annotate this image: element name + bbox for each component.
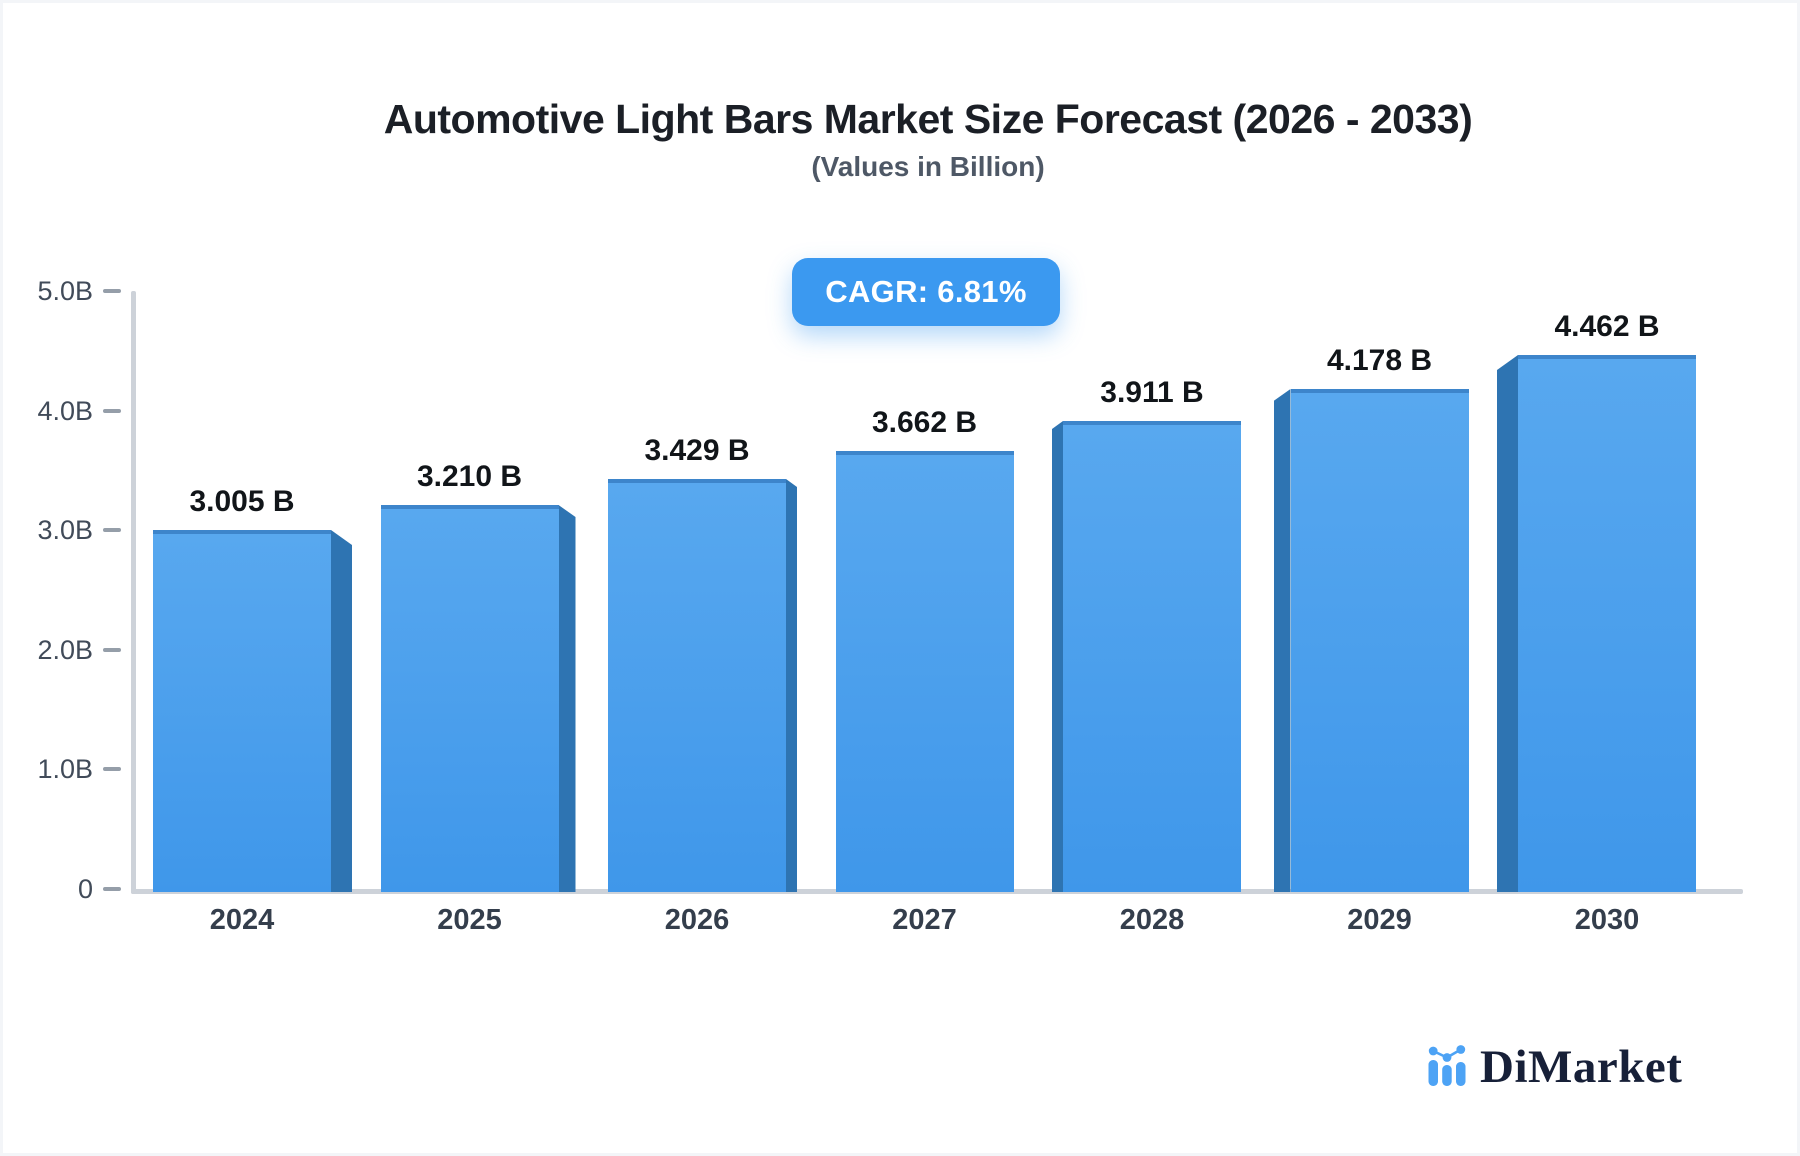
x-category-label: 2025 bbox=[437, 904, 502, 936]
x-category-label: 2029 bbox=[1347, 904, 1412, 936]
x-category-label: 2028 bbox=[1119, 904, 1185, 936]
bar-side-face bbox=[558, 505, 576, 892]
y-tick-label: 2.0B bbox=[37, 634, 93, 665]
y-tick-label: 1.0B bbox=[37, 754, 93, 785]
x-category-label: 2030 bbox=[1574, 904, 1640, 936]
bar-value-label: 3.429 B bbox=[644, 434, 750, 467]
bar-2025 bbox=[380, 505, 559, 892]
logo-text: DiMarket bbox=[1480, 1041, 1683, 1093]
x-category-label: 2026 bbox=[664, 904, 730, 936]
brand-logo: DiMarket bbox=[1427, 1044, 1682, 1091]
chart-title: Automotive Light Bars Market Size Foreca… bbox=[383, 96, 1473, 142]
bar-2030 bbox=[1518, 355, 1696, 892]
y-tick-label: 5.0B bbox=[37, 276, 93, 306]
bar-side-face bbox=[331, 530, 352, 892]
y-tick-label: 3.0B bbox=[37, 515, 93, 546]
bar-value-label: 3.210 B bbox=[416, 460, 523, 493]
bar-value-label: 3.911 B bbox=[1100, 376, 1204, 409]
bar-value-label: 3.005 B bbox=[189, 485, 295, 518]
bar-2024 bbox=[153, 530, 331, 892]
bar-side-face bbox=[786, 479, 797, 892]
y-tick bbox=[103, 408, 121, 413]
x-category-label: 2024 bbox=[209, 904, 275, 936]
chart-subtitle: (Values in Billion) bbox=[811, 151, 1045, 182]
bar-side-face bbox=[1497, 355, 1518, 892]
cagr-badge: CAGR: 6.81% bbox=[792, 258, 1060, 326]
y-tick bbox=[103, 887, 121, 891]
bar-side-face bbox=[1273, 389, 1291, 892]
bar-2026 bbox=[608, 479, 786, 892]
bar-2027 bbox=[835, 451, 1014, 892]
y-tick bbox=[103, 647, 121, 652]
y-tick bbox=[103, 289, 121, 293]
bar-value-label: 4.178 B bbox=[1326, 344, 1433, 377]
y-axis-line bbox=[131, 291, 136, 894]
y-tick-label: 4.0B bbox=[37, 395, 93, 426]
chart-card: Automotive Light Bars Market Size Foreca… bbox=[3, 3, 1797, 1153]
x-category-label: 2027 bbox=[892, 904, 957, 936]
bar-value-label: 3.662 B bbox=[871, 406, 978, 439]
bar-chart-sparkline-icon bbox=[1428, 1045, 1466, 1086]
bar-2028 bbox=[1063, 421, 1241, 892]
y-tick bbox=[103, 528, 121, 533]
bar-value-label: 4.462 B bbox=[1554, 310, 1660, 343]
bar-2029 bbox=[1290, 389, 1469, 892]
y-tick-label: 0 bbox=[77, 874, 93, 904]
bar-side-face bbox=[1052, 421, 1063, 892]
y-tick bbox=[103, 767, 121, 772]
